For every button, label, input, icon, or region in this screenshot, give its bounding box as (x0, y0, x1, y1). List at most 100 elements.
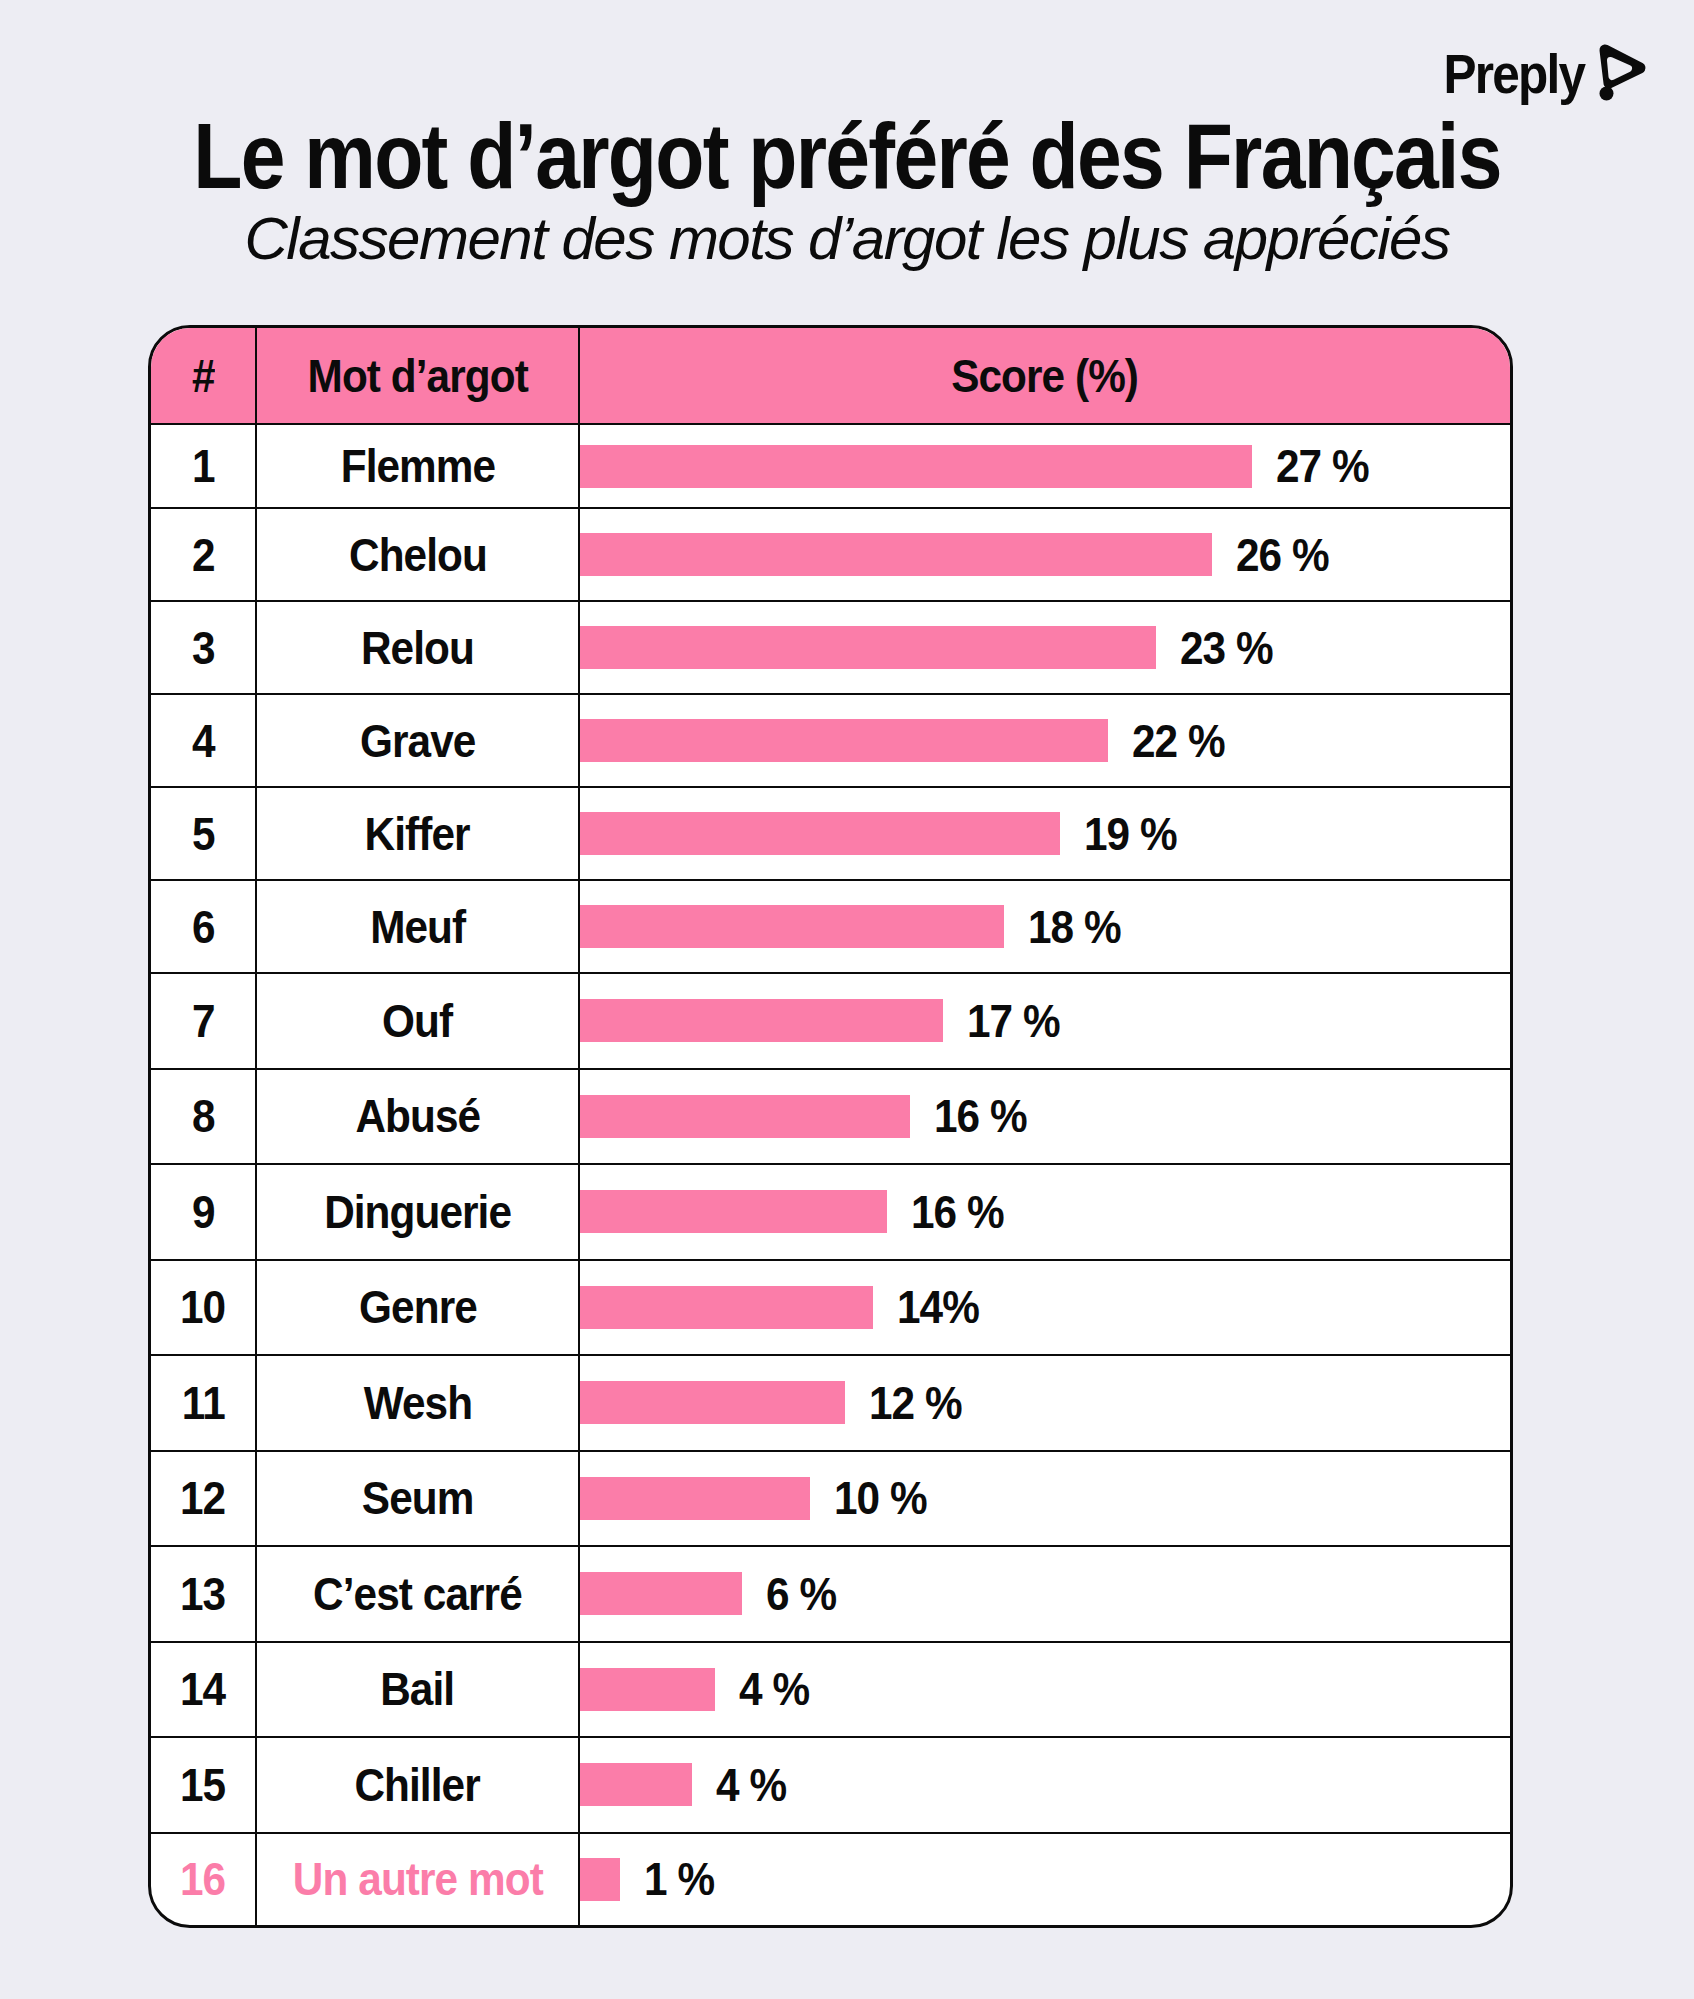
score-label: 10 % (834, 1471, 927, 1525)
score-cell: 1 % (580, 1834, 1510, 1926)
score-label: 4 % (716, 1758, 786, 1812)
score-label: 26 % (1236, 528, 1329, 582)
rank-cell: 7 (151, 974, 257, 1068)
word-cell: Kiffer (257, 788, 580, 879)
score-label: 1 % (644, 1852, 714, 1906)
word-cell: C’est carré (257, 1547, 580, 1641)
table-row: 8 Abusé 16 % (151, 1068, 1510, 1164)
rank-cell: 11 (151, 1356, 257, 1450)
table-row: 7 Ouf 17 % (151, 972, 1510, 1068)
table-row: 4 Grave 22 % (151, 693, 1510, 786)
rank-cell: 6 (151, 881, 257, 972)
score-bar (580, 1381, 845, 1424)
score-cell: 26 % (580, 509, 1510, 600)
table-row: 10 Genre 14% (151, 1259, 1510, 1355)
table-header-row: # Mot d’argot Score (%) (151, 328, 1510, 423)
score-bar (580, 1477, 810, 1520)
rank-cell: 9 (151, 1165, 257, 1259)
score-cell: 19 % (580, 788, 1510, 879)
word-cell: Grave (257, 695, 580, 786)
score-cell: 27 % (580, 425, 1510, 507)
score-label: 4 % (739, 1662, 809, 1716)
score-cell: 18 % (580, 881, 1510, 972)
table-row: 16 Un autre mot 1 % (151, 1832, 1510, 1926)
score-label: 19 % (1084, 807, 1177, 861)
score-bar (580, 1763, 692, 1806)
rank-cell: 1 (151, 425, 257, 507)
table-row: 15 Chiller 4 % (151, 1736, 1510, 1832)
score-label: 17 % (967, 994, 1060, 1048)
table-row: 11 Wesh 12 % (151, 1354, 1510, 1450)
word-cell: Dinguerie (257, 1165, 580, 1259)
rank-cell: 16 (151, 1834, 257, 1926)
score-cell: 16 % (580, 1165, 1510, 1259)
score-bar (580, 1190, 887, 1233)
score-label: 22 % (1132, 714, 1225, 768)
word-cell: Genre (257, 1261, 580, 1355)
rank-cell: 4 (151, 695, 257, 786)
score-bar (580, 1858, 620, 1901)
table-row: 12 Seum 10 % (151, 1450, 1510, 1546)
header-score: Score (%) (580, 328, 1510, 423)
header-rank: # (151, 328, 257, 423)
score-bar (580, 719, 1108, 762)
score-label: 16 % (934, 1089, 1027, 1143)
score-bar (580, 626, 1156, 669)
score-bar (580, 812, 1060, 855)
table-row: 9 Dinguerie 16 % (151, 1163, 1510, 1259)
score-cell: 17 % (580, 974, 1510, 1068)
rank-cell: 8 (151, 1070, 257, 1164)
word-cell: Seum (257, 1452, 580, 1546)
score-label: 12 % (869, 1376, 962, 1430)
word-cell: Meuf (257, 881, 580, 972)
score-bar (580, 1286, 873, 1329)
score-cell: 10 % (580, 1452, 1510, 1546)
score-bar (580, 445, 1252, 488)
header-word: Mot d’argot (257, 328, 580, 423)
table-row: 1 Flemme 27 % (151, 423, 1510, 507)
score-bar (580, 1095, 910, 1138)
table-row: 2 Chelou 26 % (151, 507, 1510, 600)
score-bar (580, 1572, 742, 1615)
rank-cell: 2 (151, 509, 257, 600)
score-cell: 12 % (580, 1356, 1510, 1450)
rank-cell: 13 (151, 1547, 257, 1641)
word-cell: Chelou (257, 509, 580, 600)
rank-cell: 12 (151, 1452, 257, 1546)
table-row: 13 C’est carré 6 % (151, 1545, 1510, 1641)
rank-cell: 15 (151, 1738, 257, 1832)
ranking-table: # Mot d’argot Score (%) 1 Flemme 27 % 2 … (148, 325, 1513, 1928)
preply-logo-text: Preply (1443, 47, 1584, 102)
page-title: Le mot d’argot préféré des Français (114, 110, 1579, 203)
rank-cell: 3 (151, 602, 257, 693)
word-cell: Bail (257, 1643, 580, 1737)
score-label: 6 % (766, 1567, 836, 1621)
word-cell: Wesh (257, 1356, 580, 1450)
score-cell: 16 % (580, 1070, 1510, 1164)
score-cell: 4 % (580, 1738, 1510, 1832)
score-label: 27 % (1276, 439, 1369, 493)
word-cell: Relou (257, 602, 580, 693)
word-cell: Ouf (257, 974, 580, 1068)
preply-speech-bubble-icon (1592, 40, 1650, 104)
score-cell: 23 % (580, 602, 1510, 693)
score-bar (580, 533, 1212, 576)
rank-cell: 5 (151, 788, 257, 879)
score-label: 23 % (1180, 621, 1273, 675)
score-cell: 14% (580, 1261, 1510, 1355)
score-bar (580, 905, 1004, 948)
table-row: 6 Meuf 18 % (151, 879, 1510, 972)
word-cell: Abusé (257, 1070, 580, 1164)
rank-cell: 14 (151, 1643, 257, 1737)
score-cell: 4 % (580, 1643, 1510, 1737)
score-cell: 6 % (580, 1547, 1510, 1641)
infographic-page: Preply Le mot d’argot préféré des França… (0, 0, 1694, 1999)
word-cell: Un autre mot (257, 1834, 580, 1926)
table-row: 3 Relou 23 % (151, 600, 1510, 693)
preply-logo: Preply (1428, 47, 1650, 104)
score-bar (580, 1668, 715, 1711)
score-label: 18 % (1028, 900, 1121, 954)
score-label: 16 % (911, 1185, 1004, 1239)
rank-cell: 10 (151, 1261, 257, 1355)
word-cell: Flemme (257, 425, 580, 507)
